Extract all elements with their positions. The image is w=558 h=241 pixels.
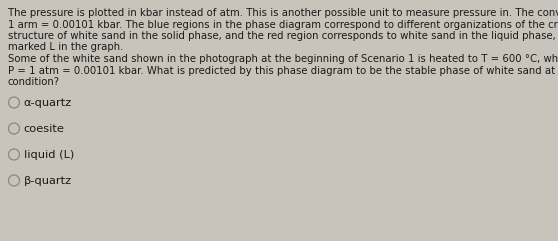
Text: liquid (L): liquid (L) [23,149,74,160]
Text: 1 arm = 0.00101 kbar. The blue regions in the phase diagram correspond to differ: 1 arm = 0.00101 kbar. The blue regions i… [8,20,558,29]
Text: α-quartz: α-quartz [23,98,72,107]
Text: P = 1 atm = 0.00101 kbar. What is predicted by this phase diagram to be the stab: P = 1 atm = 0.00101 kbar. What is predic… [8,66,558,75]
Text: The pressure is plotted in kbar instead of atm. This is another possible unit to: The pressure is plotted in kbar instead … [8,8,558,18]
Text: condition?: condition? [8,77,60,87]
Text: Some of the white sand shown in the photograph at the beginning of Scenario 1 is: Some of the white sand shown in the phot… [8,54,558,64]
Text: structure of white sand in the solid phase, and the red region corresponds to wh: structure of white sand in the solid pha… [8,31,558,41]
Text: marked L in the graph.: marked L in the graph. [8,42,123,53]
Text: β-quartz: β-quartz [23,175,71,186]
Text: coesite: coesite [23,123,64,134]
